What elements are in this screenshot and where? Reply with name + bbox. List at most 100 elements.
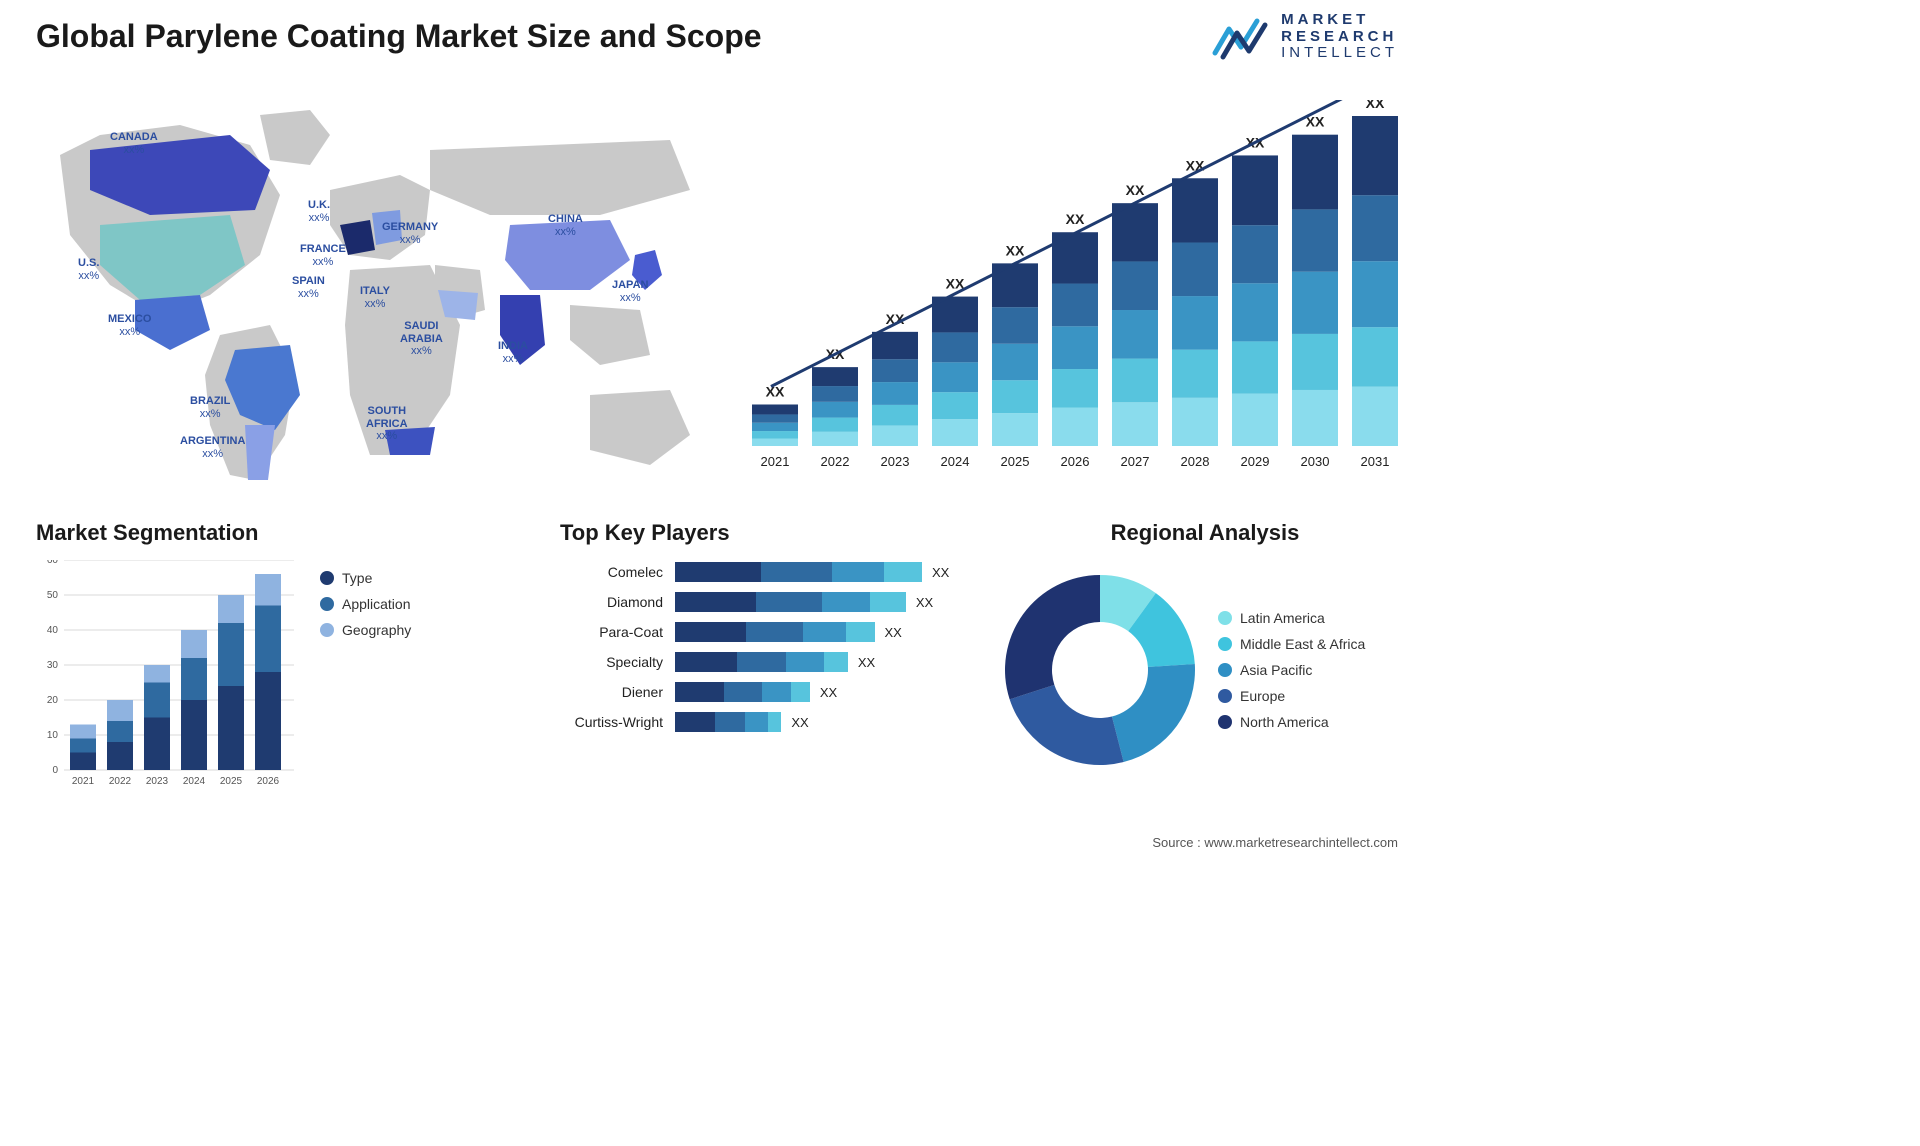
seg-ytick: 20 xyxy=(47,695,59,706)
seg-ytick: 40 xyxy=(47,625,59,636)
logo-line1: MARKET xyxy=(1281,12,1398,29)
seg-bar xyxy=(218,686,244,770)
source-text: Source : www.marketresearchintellect.com xyxy=(1152,835,1398,850)
mainbar-seg xyxy=(1352,116,1398,195)
seg-bar xyxy=(218,623,244,686)
legend-dot-icon xyxy=(1218,637,1232,651)
mainbar-seg xyxy=(752,423,798,431)
player-bar-seg xyxy=(824,652,848,672)
mainbar-seg xyxy=(992,413,1038,446)
map-label-china: CHINAxx% xyxy=(548,213,583,238)
regional-legend-item: Asia Pacific xyxy=(1218,662,1365,678)
player-bar-seg xyxy=(715,712,745,732)
player-bar xyxy=(675,712,781,732)
mainbar-seg xyxy=(932,419,978,446)
mainbar-year: 2021 xyxy=(761,454,790,469)
player-bar-seg xyxy=(745,712,768,732)
player-name: Para-Coat xyxy=(560,624,675,640)
mainbar-seg xyxy=(872,405,918,426)
mainbar-top-label: XX xyxy=(1366,100,1385,111)
player-row: DienerXX xyxy=(560,680,980,704)
mainbar-seg xyxy=(1112,261,1158,310)
map-land xyxy=(430,140,690,215)
regional-section: Regional Analysis Latin AmericaMiddle Ea… xyxy=(1000,520,1410,780)
legend-dot-icon xyxy=(1218,689,1232,703)
map-label-india: INDIAxx% xyxy=(498,340,528,365)
mainbar-seg xyxy=(1292,135,1338,210)
seg-legend-item: Geography xyxy=(320,622,411,638)
map-land xyxy=(260,110,330,165)
player-bar-seg xyxy=(675,682,724,702)
seg-ytick: 30 xyxy=(47,660,59,671)
player-bar-seg xyxy=(675,652,737,672)
seg-bar xyxy=(181,630,207,658)
player-bar-seg xyxy=(724,682,762,702)
main-bar-chart: XX2021XX2022XX2023XX2024XX2025XX2026XX20… xyxy=(740,100,1410,480)
player-bar-seg xyxy=(737,652,786,672)
player-bar-seg xyxy=(675,562,761,582)
player-name: Curtiss-Wright xyxy=(560,714,675,730)
mainbar-year: 2027 xyxy=(1121,454,1150,469)
donut-slice xyxy=(1005,575,1100,699)
seg-bar xyxy=(255,574,281,606)
mainbar-year: 2022 xyxy=(821,454,850,469)
regional-legend-label: North America xyxy=(1240,714,1329,730)
mainbar-seg xyxy=(1232,155,1278,225)
map-label-france: FRANCExx% xyxy=(300,243,346,268)
player-bar-seg xyxy=(846,622,875,642)
mainbar-year: 2030 xyxy=(1301,454,1330,469)
mainbar-seg xyxy=(812,386,858,402)
mainbar-seg xyxy=(932,362,978,392)
mainbar-seg xyxy=(1112,310,1158,359)
mainbar-seg xyxy=(812,432,858,446)
mainbar-seg xyxy=(992,344,1038,381)
legend-dot-icon xyxy=(320,597,334,611)
map-land xyxy=(570,305,650,365)
player-bar-seg xyxy=(832,562,884,582)
player-bar xyxy=(675,652,848,672)
player-value: XX xyxy=(916,595,933,610)
mainbar-seg xyxy=(1172,296,1218,350)
player-bar-seg xyxy=(884,562,922,582)
regional-legend-item: Middle East & Africa xyxy=(1218,636,1365,652)
player-value: XX xyxy=(858,655,875,670)
seg-ytick: 10 xyxy=(47,730,59,741)
mainbar-seg xyxy=(1292,334,1338,390)
mainbar-seg xyxy=(1232,225,1278,283)
mainbar-seg xyxy=(1052,326,1098,369)
player-bar xyxy=(675,682,810,702)
mainbar-top-label: XX xyxy=(1126,182,1145,198)
mainbar-seg xyxy=(812,402,858,418)
seg-ytick: 0 xyxy=(52,765,58,776)
mainbar-seg xyxy=(752,431,798,438)
seg-bar xyxy=(107,742,133,770)
seg-bar xyxy=(144,718,170,771)
seg-bar xyxy=(218,595,244,623)
page-title: Global Parylene Coating Market Size and … xyxy=(36,18,762,55)
map-country-argentina xyxy=(245,425,275,480)
seg-legend-label: Type xyxy=(342,570,372,586)
player-bar-seg xyxy=(822,592,870,612)
player-value: XX xyxy=(820,685,837,700)
player-bar-seg xyxy=(786,652,824,672)
seg-ytick: 60 xyxy=(47,560,59,566)
players-title: Top Key Players xyxy=(560,520,980,546)
seg-bar xyxy=(181,700,207,770)
seg-bar xyxy=(107,700,133,721)
seg-bar xyxy=(70,739,96,753)
donut-slice xyxy=(1112,664,1195,762)
mainbar-seg xyxy=(1112,402,1158,446)
map-label-saudiarabia: SAUDIARABIAxx% xyxy=(400,320,443,358)
map-label-brazil: BRAZILxx% xyxy=(190,395,230,420)
player-bar-seg xyxy=(768,712,781,732)
seg-bar xyxy=(144,683,170,718)
brand-logo: MARKET RESEARCH INTELLECT xyxy=(1211,12,1398,62)
seg-legend-label: Geography xyxy=(342,622,411,638)
player-bar-seg xyxy=(675,622,746,642)
seg-ytick: 50 xyxy=(47,590,59,601)
regional-legend-item: Latin America xyxy=(1218,610,1365,626)
mainbar-year: 2025 xyxy=(1001,454,1030,469)
seg-bar xyxy=(144,665,170,683)
player-bar xyxy=(675,622,875,642)
legend-dot-icon xyxy=(1218,663,1232,677)
